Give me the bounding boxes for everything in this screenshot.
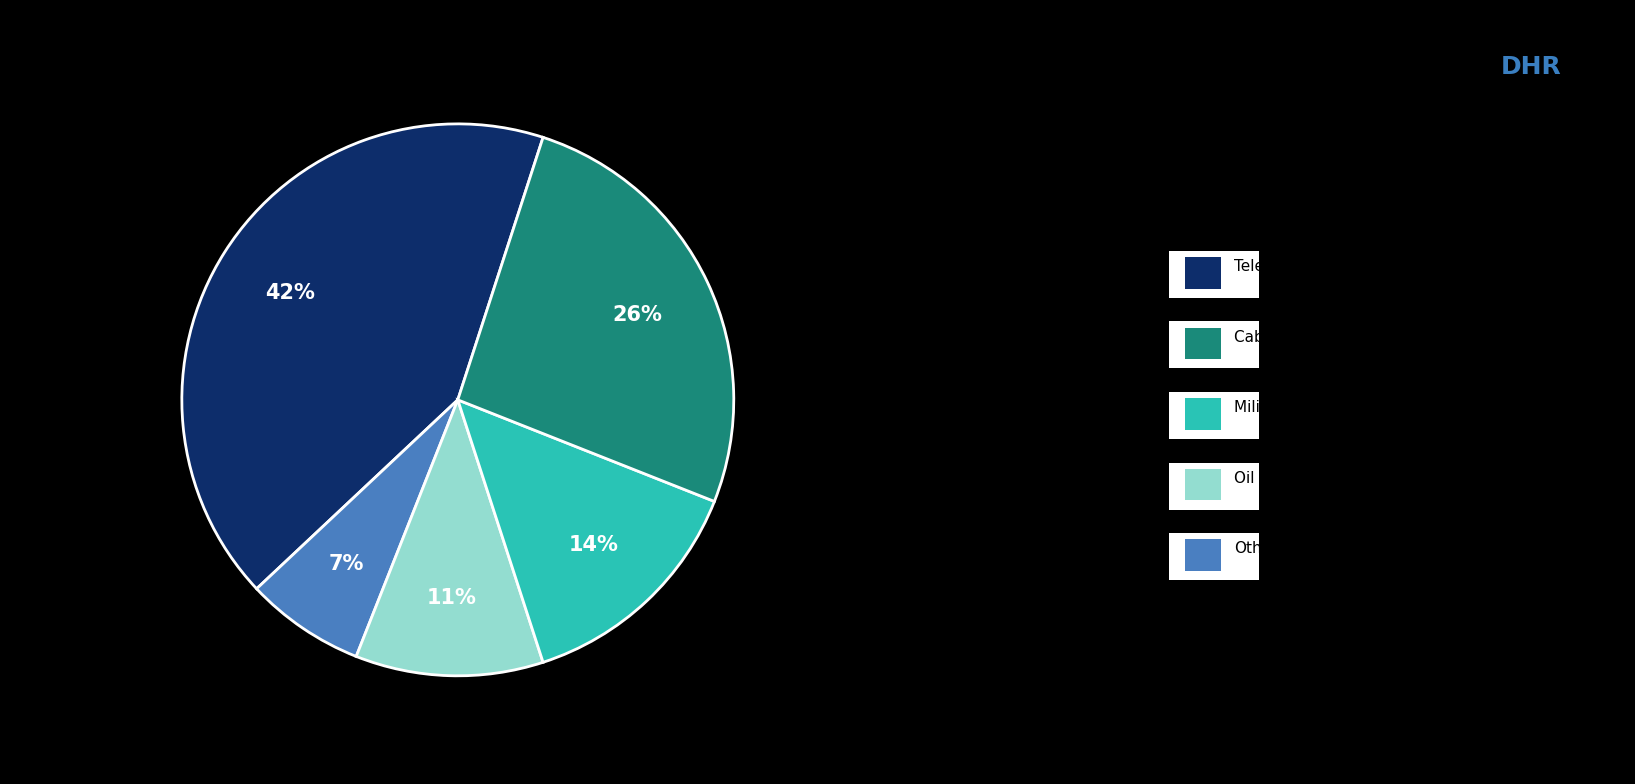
- Text: Others: Others: [1234, 541, 1285, 557]
- Text: 11%: 11%: [427, 589, 476, 608]
- Text: DHR: DHR: [1501, 55, 1561, 79]
- Wedge shape: [356, 400, 543, 676]
- Wedge shape: [181, 124, 543, 589]
- Wedge shape: [458, 400, 714, 662]
- Text: 14%: 14%: [569, 535, 618, 555]
- Wedge shape: [257, 400, 458, 656]
- Text: 42%: 42%: [265, 283, 316, 303]
- Text: Military & Aerospace: Military & Aerospace: [1234, 400, 1393, 416]
- Text: 26%: 26%: [613, 305, 662, 325]
- Text: Cable Television (CATV): Cable Television (CATV): [1234, 329, 1414, 345]
- Text: Telecom & IT: Telecom & IT: [1234, 259, 1333, 274]
- Wedge shape: [458, 137, 734, 502]
- Text: 7%: 7%: [329, 554, 365, 574]
- Text: Oil & Gas: Oil & Gas: [1234, 470, 1306, 486]
